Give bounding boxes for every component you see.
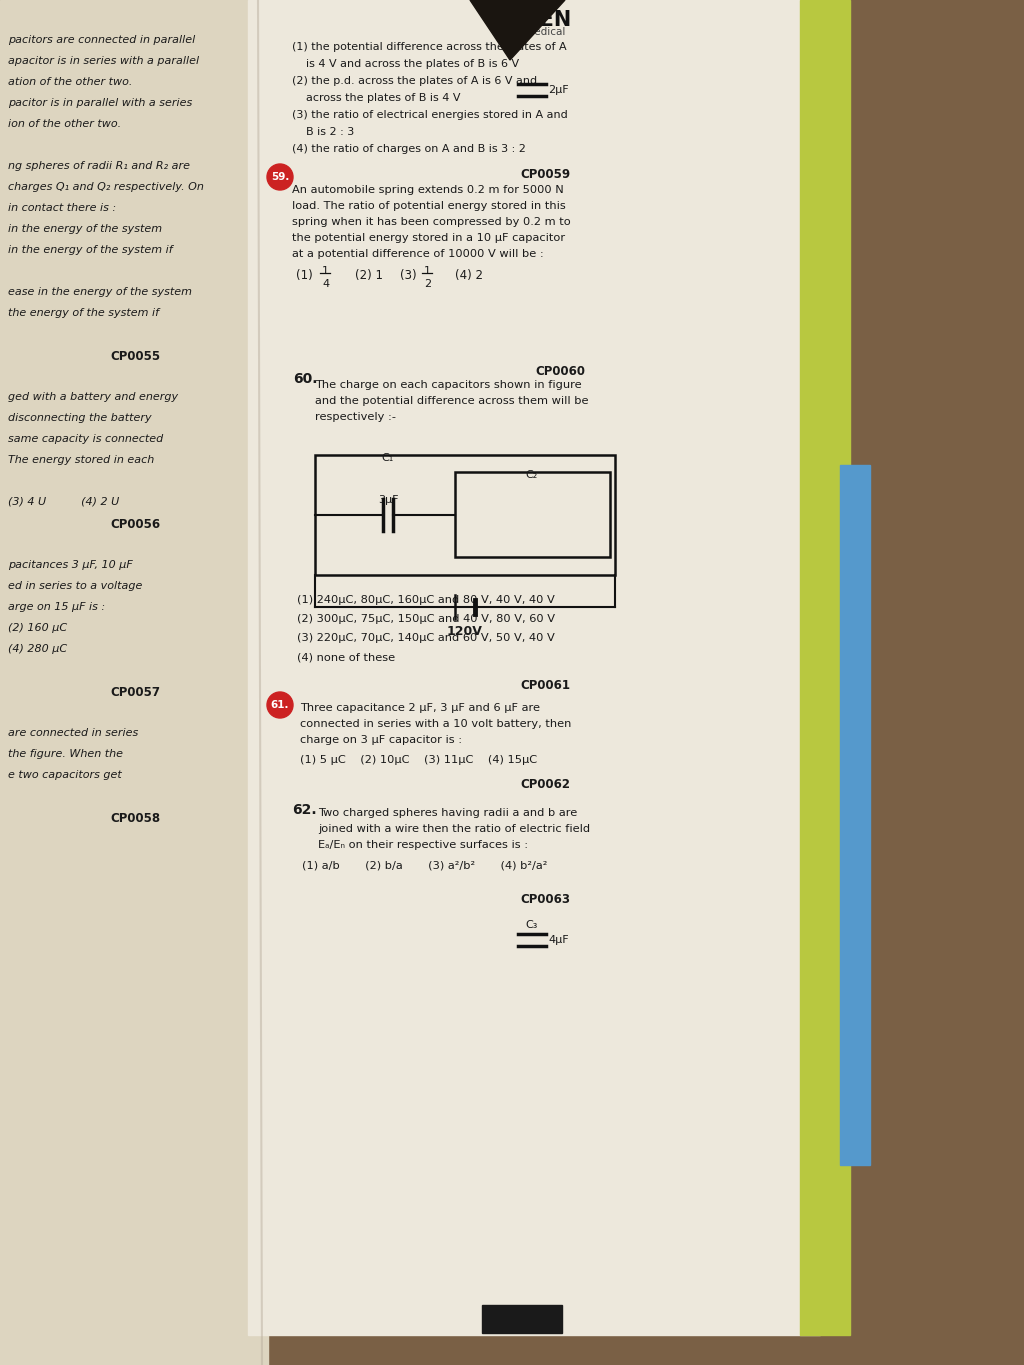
Text: Pre-Medical: Pre-Medical bbox=[505, 27, 565, 37]
Text: arge on 15 μF is :: arge on 15 μF is : bbox=[8, 602, 105, 612]
Text: C₃: C₃ bbox=[525, 920, 539, 930]
Text: (1) 240μC, 80μC, 160μC and 80 V, 40 V, 40 V: (1) 240μC, 80μC, 160μC and 80 V, 40 V, 4… bbox=[297, 595, 555, 605]
Text: same capacity is connected: same capacity is connected bbox=[8, 434, 163, 444]
Text: C₁: C₁ bbox=[382, 453, 394, 463]
Text: 120V: 120V bbox=[447, 625, 483, 637]
Text: load. The ratio of potential energy stored in this: load. The ratio of potential energy stor… bbox=[292, 201, 565, 212]
Text: 4μF: 4μF bbox=[548, 935, 568, 945]
Bar bbox=[315, 455, 615, 575]
Polygon shape bbox=[800, 0, 850, 1335]
Text: 171: 171 bbox=[503, 1310, 541, 1330]
Text: CP0062: CP0062 bbox=[520, 778, 570, 790]
Text: 2μF: 2μF bbox=[548, 85, 568, 96]
Text: 60.: 60. bbox=[293, 373, 317, 386]
Text: and the potential difference across them will be: and the potential difference across them… bbox=[315, 396, 589, 405]
Text: at a potential difference of 10000 V will be :: at a potential difference of 10000 V wil… bbox=[292, 248, 544, 259]
Text: ation of the other two.: ation of the other two. bbox=[8, 76, 132, 87]
Text: 2: 2 bbox=[424, 278, 431, 289]
Text: 3μF: 3μF bbox=[378, 495, 398, 505]
Text: ged with a battery and energy: ged with a battery and energy bbox=[8, 392, 178, 403]
Text: CP0061: CP0061 bbox=[520, 678, 570, 692]
Text: CP0055: CP0055 bbox=[110, 349, 160, 363]
Text: 1: 1 bbox=[322, 266, 329, 276]
Text: the figure. When the: the figure. When the bbox=[8, 749, 123, 759]
Text: charges Q₁ and Q₂ respectively. On: charges Q₁ and Q₂ respectively. On bbox=[8, 182, 204, 192]
Text: 1: 1 bbox=[424, 266, 431, 276]
Text: is 4 V and across the plates of B is 6 V: is 4 V and across the plates of B is 6 V bbox=[292, 59, 519, 70]
Text: pacitances 3 μF, 10 μF: pacitances 3 μF, 10 μF bbox=[8, 560, 133, 571]
Circle shape bbox=[267, 164, 293, 190]
Text: Three capacitance 2 μF, 3 μF and 6 μF are: Three capacitance 2 μF, 3 μF and 6 μF ar… bbox=[300, 703, 540, 713]
Text: CP0059: CP0059 bbox=[520, 168, 570, 182]
Text: the potential energy stored in a 10 μF capacitor: the potential energy stored in a 10 μF c… bbox=[292, 233, 565, 243]
Text: ease in the energy of the system: ease in the energy of the system bbox=[8, 287, 193, 298]
Text: 62.: 62. bbox=[292, 803, 316, 818]
Text: e two capacitors get: e two capacitors get bbox=[8, 770, 122, 779]
Circle shape bbox=[267, 692, 293, 718]
Bar bbox=[482, 1305, 562, 1334]
Text: (2) 160 μC: (2) 160 μC bbox=[8, 622, 68, 633]
Text: 59.: 59. bbox=[270, 172, 289, 182]
Text: (4) 2: (4) 2 bbox=[455, 269, 483, 283]
Text: B is 2 : 3: B is 2 : 3 bbox=[292, 127, 354, 136]
Text: (3) the ratio of electrical energies stored in A and: (3) the ratio of electrical energies sto… bbox=[292, 111, 567, 120]
Text: (2) the p.d. across the plates of A is 6 V and: (2) the p.d. across the plates of A is 6… bbox=[292, 76, 538, 86]
Text: (3): (3) bbox=[400, 269, 417, 283]
Text: 61.: 61. bbox=[270, 700, 289, 710]
Text: CP0063: CP0063 bbox=[520, 893, 570, 906]
Text: respectively :-: respectively :- bbox=[315, 412, 396, 422]
Text: in the energy of the system if: in the energy of the system if bbox=[8, 244, 173, 255]
Text: charge on 3 μF capacitor is :: charge on 3 μF capacitor is : bbox=[300, 734, 462, 745]
Text: Eₐ/Eₙ on their respective surfaces is :: Eₐ/Eₙ on their respective surfaces is : bbox=[318, 839, 528, 850]
Text: ng spheres of radii R₁ and R₂ are: ng spheres of radii R₁ and R₂ are bbox=[8, 161, 190, 171]
Text: (3) 220μC, 70μC, 140μC and 60 V, 50 V, 40 V: (3) 220μC, 70μC, 140μC and 60 V, 50 V, 4… bbox=[297, 633, 555, 643]
Text: in contact there is :: in contact there is : bbox=[8, 203, 116, 213]
Bar bbox=[455, 472, 610, 557]
Text: ion of the other two.: ion of the other two. bbox=[8, 119, 121, 130]
Text: CP0060: CP0060 bbox=[535, 364, 585, 378]
Text: connected in series with a 10 volt battery, then: connected in series with a 10 volt batte… bbox=[300, 719, 571, 729]
Text: (1) the potential difference across the plates of A: (1) the potential difference across the … bbox=[292, 42, 566, 52]
Text: pacitors are connected in parallel: pacitors are connected in parallel bbox=[8, 35, 196, 45]
Text: Two charged spheres having radii a and b are: Two charged spheres having radii a and b… bbox=[318, 808, 578, 818]
Polygon shape bbox=[0, 0, 268, 1365]
Text: CP0056: CP0056 bbox=[110, 517, 160, 531]
Text: (2) 300μC, 75μC, 150μC and 40 V, 80 V, 60 V: (2) 300μC, 75μC, 150μC and 40 V, 80 V, 6… bbox=[297, 614, 555, 624]
Text: in the energy of the system: in the energy of the system bbox=[8, 224, 162, 233]
Text: spring when it has been compressed by 0.2 m to: spring when it has been compressed by 0.… bbox=[292, 217, 570, 227]
Text: apacitor is in series with a parallel: apacitor is in series with a parallel bbox=[8, 56, 199, 66]
Text: pacitor is in parallel with a series: pacitor is in parallel with a series bbox=[8, 98, 193, 108]
Text: (1) a/b       (2) b/a       (3) a²/b²       (4) b²/a²: (1) a/b (2) b/a (3) a²/b² (4) b²/a² bbox=[302, 860, 548, 870]
Text: CP0057: CP0057 bbox=[110, 687, 160, 699]
Text: (4) 280 μC: (4) 280 μC bbox=[8, 644, 68, 654]
Polygon shape bbox=[248, 0, 820, 1335]
Text: (3) 4 U          (4) 2 U: (3) 4 U (4) 2 U bbox=[8, 497, 119, 506]
Text: joined with a wire then the ratio of electric field: joined with a wire then the ratio of ele… bbox=[318, 824, 590, 834]
Text: (4) none of these: (4) none of these bbox=[297, 652, 395, 662]
Text: ed in series to a voltage: ed in series to a voltage bbox=[8, 581, 142, 591]
Text: The energy stored in each: The energy stored in each bbox=[8, 455, 155, 465]
Text: CP0058: CP0058 bbox=[110, 812, 160, 824]
Text: 4: 4 bbox=[322, 278, 329, 289]
Text: the energy of the system if: the energy of the system if bbox=[8, 308, 159, 318]
Text: ALLEN: ALLEN bbox=[498, 10, 572, 30]
Text: (1): (1) bbox=[296, 269, 312, 283]
Text: The charge on each capacitors shown in figure: The charge on each capacitors shown in f… bbox=[315, 379, 582, 390]
Text: (2) 1: (2) 1 bbox=[355, 269, 383, 283]
Text: across the plates of B is 4 V: across the plates of B is 4 V bbox=[292, 93, 461, 102]
Polygon shape bbox=[840, 465, 870, 1164]
Text: C₂: C₂ bbox=[526, 470, 539, 480]
Text: disconnecting the battery: disconnecting the battery bbox=[8, 414, 152, 423]
Text: An automobile spring extends 0.2 m for 5000 N: An automobile spring extends 0.2 m for 5… bbox=[292, 186, 564, 195]
Text: are connected in series: are connected in series bbox=[8, 728, 138, 738]
Text: (1) 5 μC    (2) 10μC    (3) 11μC    (4) 15μC: (1) 5 μC (2) 10μC (3) 11μC (4) 15μC bbox=[300, 755, 538, 764]
Polygon shape bbox=[470, 0, 565, 60]
Text: (4) the ratio of charges on A and B is 3 : 2: (4) the ratio of charges on A and B is 3… bbox=[292, 143, 526, 154]
